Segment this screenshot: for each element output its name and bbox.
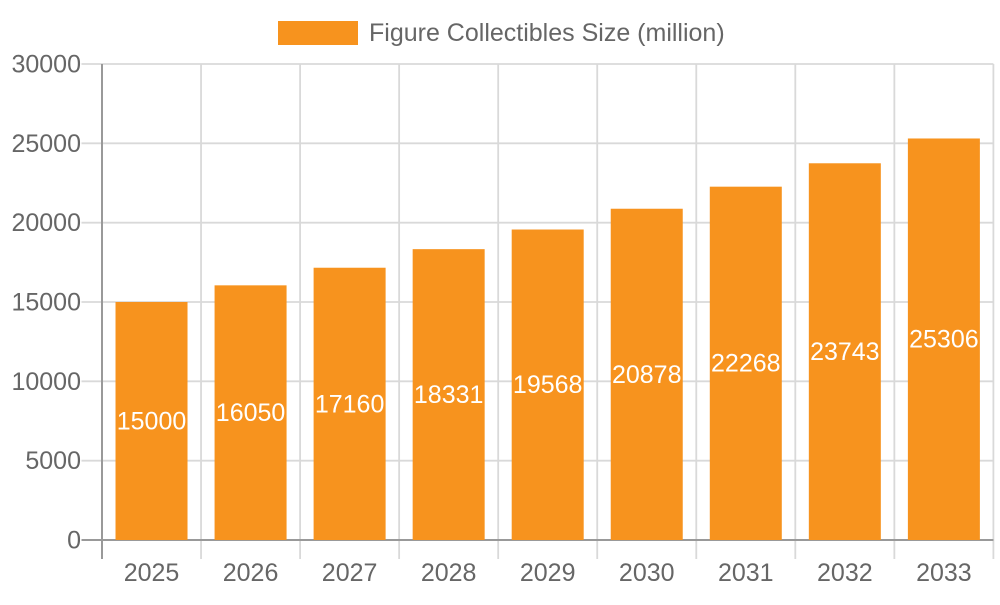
svg-text:2029: 2029 <box>520 559 576 587</box>
svg-text:2031: 2031 <box>718 559 774 587</box>
svg-text:30000: 30000 <box>11 51 81 79</box>
svg-text:18331: 18331 <box>414 381 484 409</box>
svg-text:19568: 19568 <box>513 371 583 399</box>
svg-text:2030: 2030 <box>619 559 675 587</box>
svg-text:17160: 17160 <box>315 390 385 418</box>
svg-text:2028: 2028 <box>421 559 477 587</box>
svg-text:2026: 2026 <box>223 559 279 587</box>
svg-text:15000: 15000 <box>11 289 81 317</box>
svg-text:2033: 2033 <box>916 559 972 587</box>
svg-text:0: 0 <box>67 527 81 555</box>
svg-text:23743: 23743 <box>810 338 880 366</box>
svg-text:10000: 10000 <box>11 368 81 396</box>
svg-text:2032: 2032 <box>817 559 873 587</box>
svg-text:25306: 25306 <box>909 326 979 354</box>
svg-text:5000: 5000 <box>25 447 81 475</box>
svg-text:15000: 15000 <box>117 407 187 435</box>
svg-text:20878: 20878 <box>612 361 682 389</box>
svg-text:2025: 2025 <box>124 559 180 587</box>
svg-text:Figure Collectibles Size (mill: Figure Collectibles Size (million) <box>369 19 725 47</box>
svg-text:16050: 16050 <box>216 399 286 427</box>
svg-text:22268: 22268 <box>711 350 781 378</box>
svg-text:2027: 2027 <box>322 559 378 587</box>
svg-text:25000: 25000 <box>11 130 81 158</box>
svg-text:20000: 20000 <box>11 209 81 237</box>
